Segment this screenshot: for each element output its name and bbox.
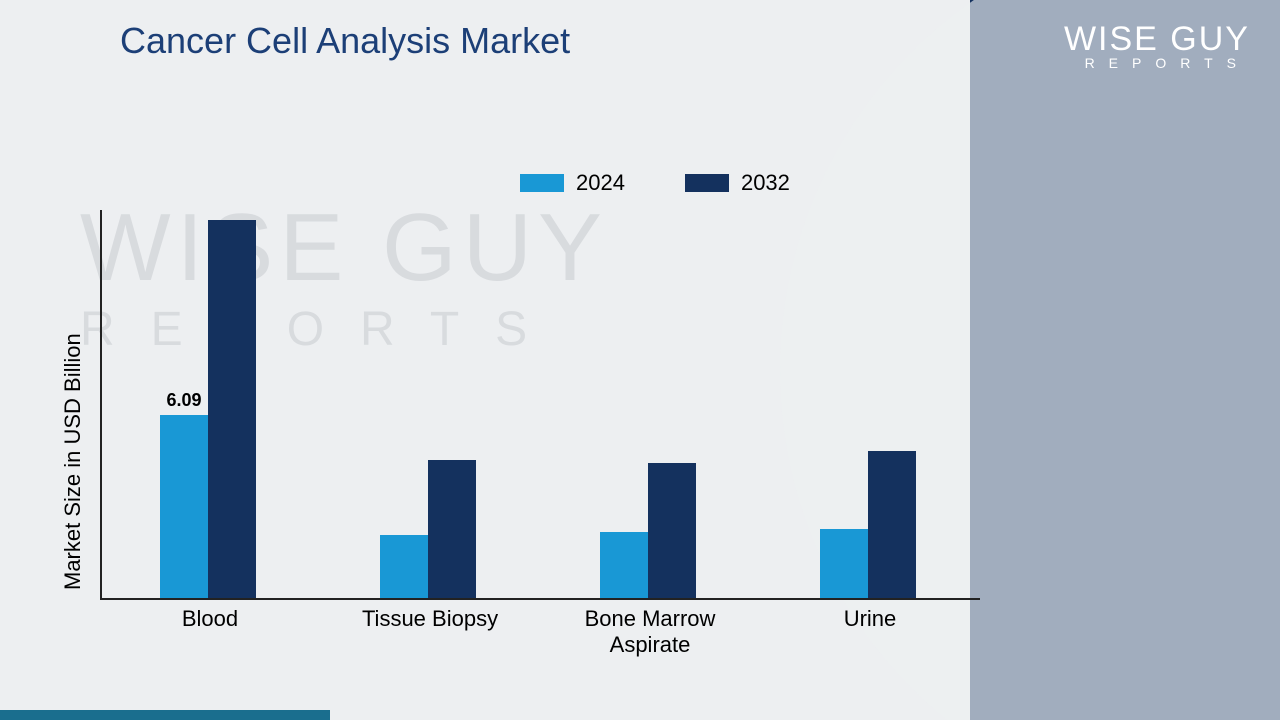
bar-2024-3 <box>820 529 868 598</box>
category-label-0: Blood <box>130 606 290 632</box>
x-axis <box>100 598 980 600</box>
bar-2024-0 <box>160 415 208 598</box>
legend: 2024 2032 <box>520 170 790 196</box>
brand-logo: WISE GUY REPORTS <box>1064 20 1250 71</box>
legend-swatch-1 <box>685 174 729 192</box>
legend-label-0: 2024 <box>576 170 625 196</box>
legend-item-0: 2024 <box>520 170 625 196</box>
category-label-3: Urine <box>790 606 950 632</box>
brand-logo-sub: REPORTS <box>1064 55 1250 71</box>
y-axis <box>100 210 102 600</box>
bar-2024-2 <box>600 532 648 598</box>
category-label-2: Bone Marrow Aspirate <box>570 606 730 658</box>
y-axis-label: Market Size in USD Billion <box>60 333 86 590</box>
value-label-0-0: 6.09 <box>154 390 214 411</box>
category-label-1: Tissue Biopsy <box>350 606 510 632</box>
bar-2032-2 <box>648 463 696 598</box>
footer-accent-bar <box>0 710 330 720</box>
bar-2032-3 <box>868 451 916 598</box>
brand-logo-top: WISE GUY <box>1064 20 1250 59</box>
bar-2032-0 <box>208 220 256 598</box>
chart-title: Cancer Cell Analysis Market <box>120 20 570 62</box>
bar-2032-1 <box>428 460 476 598</box>
brand-band <box>970 0 1280 720</box>
legend-swatch-0 <box>520 174 564 192</box>
bar-2024-1 <box>380 535 428 598</box>
legend-item-1: 2032 <box>685 170 790 196</box>
plot-area: BloodTissue BiopsyBone Marrow AspirateUr… <box>100 210 980 600</box>
legend-label-1: 2032 <box>741 170 790 196</box>
chart-canvas: { "title": "Cancer Cell Analysis Market"… <box>0 0 1280 720</box>
